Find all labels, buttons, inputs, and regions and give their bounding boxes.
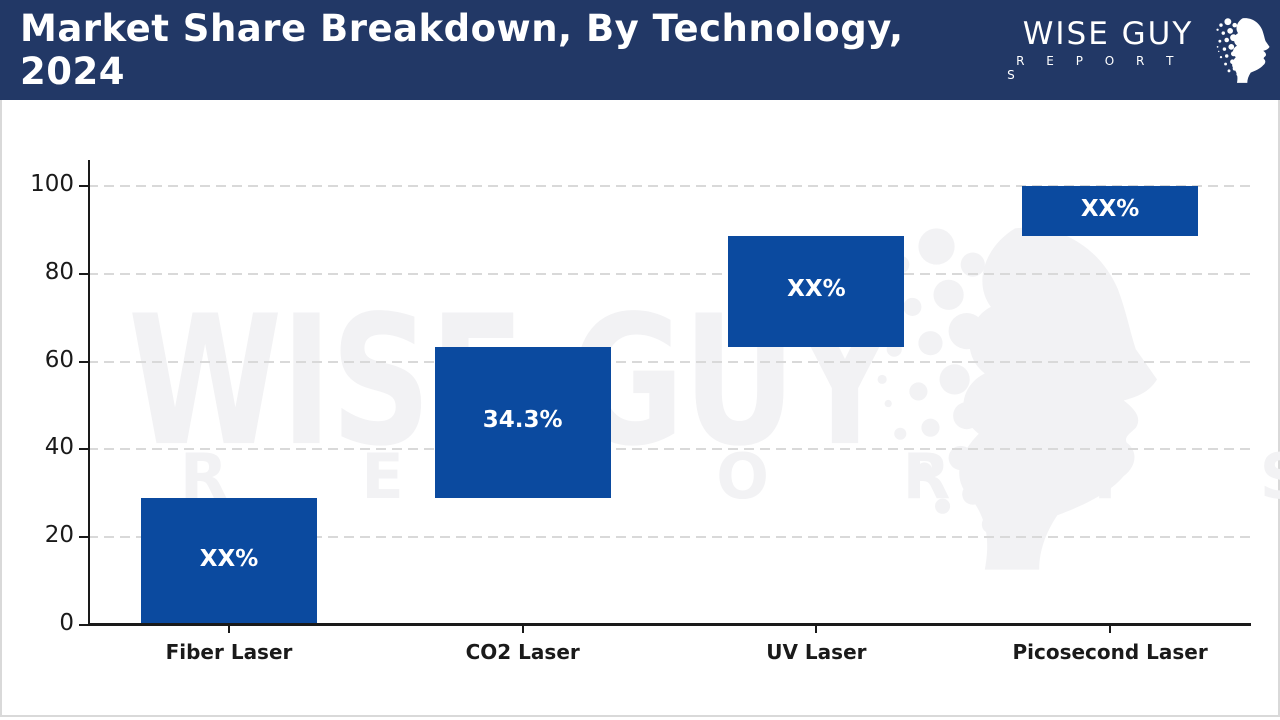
x-tick-label: CO2 Laser [465, 640, 580, 664]
card-border-bottom [0, 715, 1280, 717]
y-tick-mark [79, 448, 88, 451]
x-axis-line [88, 623, 1251, 626]
x-tick-label: Picosecond Laser [1012, 640, 1208, 664]
gridline-40 [88, 448, 1250, 451]
card-border-left [0, 100, 2, 717]
brand-logo-text: WISE GUY R E P O R T S [1007, 18, 1209, 82]
card-border-right [1278, 100, 1280, 717]
y-tick-label: 100 [30, 171, 74, 197]
gridline-100 [88, 185, 1250, 187]
chart-area: WISE GUY R E P O R T S 0 20 40 60 80 100 XX% Fi… [0, 100, 1280, 720]
y-tick-mark [79, 185, 88, 187]
bar-co2-laser [434, 347, 611, 498]
bar-value-label: XX% [1080, 195, 1140, 222]
page-title: Market Share Breakdown, By Technology, 2… [20, 7, 904, 93]
bar-value-label: 34.3% [482, 407, 563, 434]
x-tick-mark [521, 625, 524, 633]
bar-fiber-laser [141, 497, 317, 625]
y-tick-label: 40 [44, 434, 74, 461]
brand-subname: R E P O R T S [1007, 53, 1183, 82]
y-tick-mark [79, 624, 88, 626]
gridline-20 [88, 536, 1250, 539]
y-tick-label: 80 [44, 258, 74, 285]
y-axis-line [88, 160, 90, 625]
gridline-60 [88, 360, 1250, 363]
x-tick-mark [228, 625, 230, 633]
dotted-head-logo-icon [1216, 18, 1270, 83]
brand-name: WISE GUY [1022, 16, 1194, 53]
x-tick-label: Fiber Laser [165, 640, 293, 664]
y-tick-label: 0 [59, 610, 74, 636]
gridline-80 [88, 272, 1250, 275]
x-tick-mark [1109, 625, 1112, 633]
y-tick-label: 20 [44, 522, 74, 549]
header: Market Share Breakdown, By Technology, 2… [0, 0, 1280, 100]
bar-uv-laser [728, 235, 905, 348]
bar-value-label: XX% [787, 276, 846, 303]
x-tick-label: UV Laser [766, 640, 867, 664]
y-tick-label: 60 [44, 346, 74, 373]
y-tick-mark [79, 272, 88, 275]
bar-value-label: XX% [199, 546, 259, 573]
bar-picosecond-laser [1022, 186, 1199, 236]
brand-logo: WISE GUY R E P O R T S [1007, 9, 1270, 91]
y-tick-mark [79, 536, 88, 539]
y-tick-mark [79, 360, 88, 363]
x-tick-mark [815, 625, 818, 633]
